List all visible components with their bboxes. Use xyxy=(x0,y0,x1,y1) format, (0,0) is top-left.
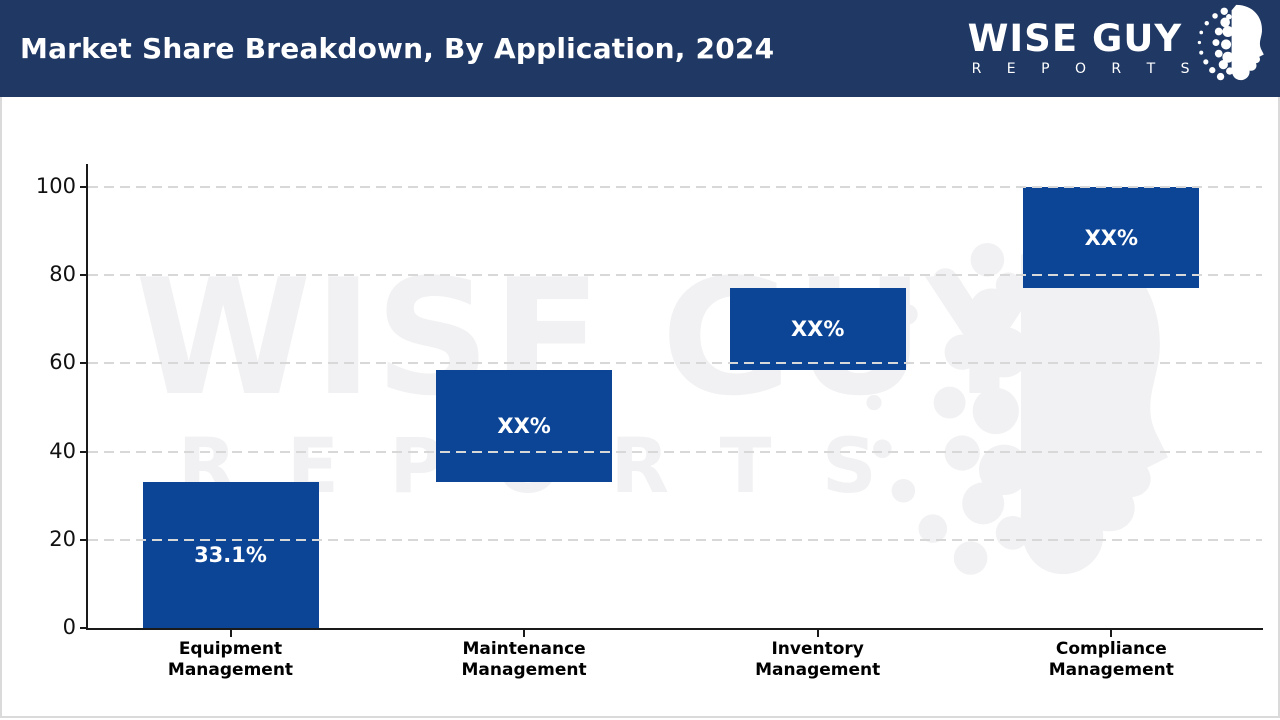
chart-title: Market Share Breakdown, By Application, … xyxy=(20,32,775,65)
brand-tagline: R E P O R T S xyxy=(971,61,1200,77)
brand-name: WISE GUY xyxy=(967,17,1183,60)
y-tick-label-60: 60 xyxy=(49,350,76,375)
x-tick-2 xyxy=(523,630,526,637)
y-tick-80 xyxy=(80,274,87,277)
gridline-80 xyxy=(88,274,1262,277)
x-tick-3 xyxy=(816,630,819,637)
gridline-20 xyxy=(88,538,1262,541)
header-bar: Market Share Breakdown, By Application, … xyxy=(0,0,1280,97)
y-tick-label-40: 40 xyxy=(49,438,76,463)
brand-text: WISE GUY R E P O R T S xyxy=(968,20,1200,77)
x-axis-line xyxy=(86,628,1263,630)
bar-label-1: 33.1% xyxy=(194,543,267,567)
x-tick-1 xyxy=(229,630,232,637)
y-tick-0 xyxy=(80,627,87,629)
bar-label-4: XX% xyxy=(1084,225,1139,250)
y-tick-100 xyxy=(80,186,87,188)
bar-label-2: XX% xyxy=(497,414,551,438)
brand-logo: WISE GUY R E P O R T S xyxy=(968,0,1274,97)
gridline-100 xyxy=(88,186,1262,188)
y-tick-label-20: 20 xyxy=(49,526,76,551)
bar-label-3: XX% xyxy=(790,317,845,342)
category-label-2: Maintenance Management xyxy=(461,639,587,680)
y-tick-20 xyxy=(80,538,87,541)
gridline-60 xyxy=(88,362,1262,365)
bar-2 xyxy=(436,370,613,482)
y-axis-line xyxy=(86,164,88,630)
x-tick-4 xyxy=(1110,630,1113,637)
gridline-40 xyxy=(88,450,1262,453)
category-label-1: Equipment Management xyxy=(167,639,294,680)
y-tick-label-0: 0 xyxy=(62,615,76,639)
y-tick-60 xyxy=(80,362,87,365)
y-tick-label-100: 100 xyxy=(35,174,76,198)
y-tick-40 xyxy=(80,450,87,453)
bar-1 xyxy=(142,482,319,628)
category-label-4: Compliance Management xyxy=(1048,639,1174,680)
y-tick-label-80: 80 xyxy=(49,262,76,287)
brand-face-icon xyxy=(1197,4,1264,80)
category-label-3: Inventory Management xyxy=(755,639,881,680)
